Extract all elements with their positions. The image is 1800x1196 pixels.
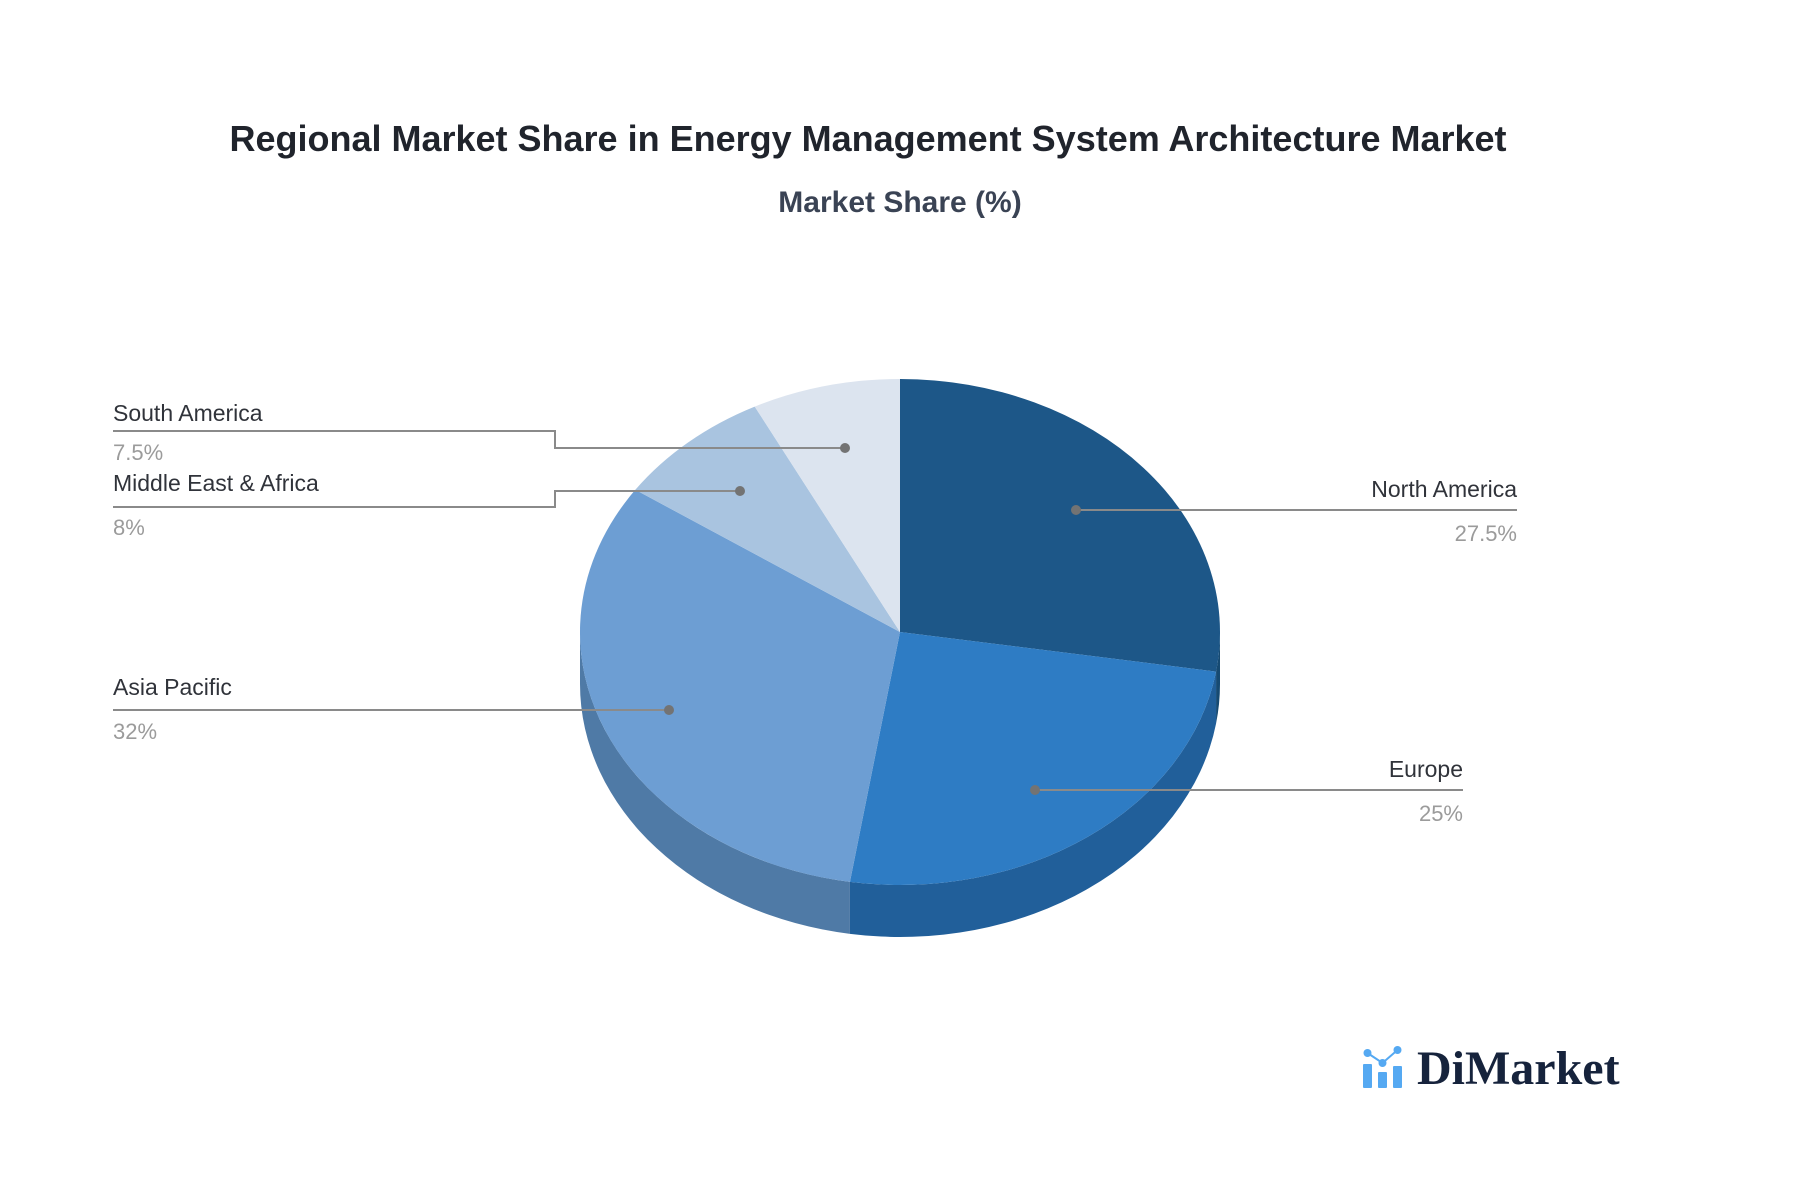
brand-logo: DiMarket	[1360, 1036, 1620, 1092]
pie-slice-middle-east-africa[interactable]	[635, 406, 900, 632]
pie-slice-europe[interactable]	[849, 632, 1217, 885]
chart-subtitle: Market Share (%)	[778, 186, 1022, 219]
leader-line-middle-east-africa	[113, 490, 740, 508]
logo-chart-icon	[1363, 1046, 1402, 1088]
logo-text: DiMarket	[1417, 1041, 1620, 1095]
region-value: 27.5%	[1454, 521, 1517, 546]
pie-slice-north-america[interactable]	[900, 379, 1221, 672]
region-label: Asia Pacific	[113, 674, 232, 700]
region-value: 8%	[113, 515, 145, 540]
leader-dot-north-america	[1071, 505, 1081, 515]
pie-slice-south-america[interactable]	[754, 379, 900, 632]
leader-dot-asia-pacific	[664, 705, 674, 715]
chart-title: Regional Market Share in Energy Manageme…	[229, 118, 1507, 159]
value-south-america: 7.5%	[113, 440, 163, 466]
region-label: Europe	[1388, 756, 1463, 782]
leader-dot-europe	[1030, 785, 1040, 795]
region-label: Middle East & Africa	[113, 470, 319, 496]
label-south-america: South America	[113, 400, 263, 427]
label-europe: Europe	[1389, 756, 1463, 783]
region-value: 32%	[113, 719, 158, 744]
leader-dot-south-america	[840, 443, 850, 453]
region-label: North America	[1371, 476, 1517, 502]
pie-slice-side-europe	[849, 671, 1217, 937]
value-north-america: 27.5%	[1455, 521, 1517, 547]
pie-slice-asia-pacific[interactable]	[580, 489, 900, 882]
label-asia-pacific: Asia Pacific	[113, 674, 232, 701]
value-middle-east-africa: 8%	[113, 515, 145, 541]
leader-line-south-america	[113, 430, 845, 449]
label-north-america: North America	[1371, 476, 1517, 503]
value-asia-pacific: 32%	[113, 719, 157, 745]
value-europe: 25%	[1419, 801, 1463, 827]
region-value: 25%	[1418, 801, 1463, 826]
label-middle-east-africa: Middle East & Africa	[113, 470, 319, 497]
region-value: 7.5%	[113, 440, 164, 465]
leader-dot-middle-east-africa	[735, 486, 745, 496]
pie-slice-side-north-america	[1216, 632, 1220, 724]
region-label: South America	[113, 400, 263, 426]
pie-slice-side-asia-pacific	[580, 632, 850, 934]
